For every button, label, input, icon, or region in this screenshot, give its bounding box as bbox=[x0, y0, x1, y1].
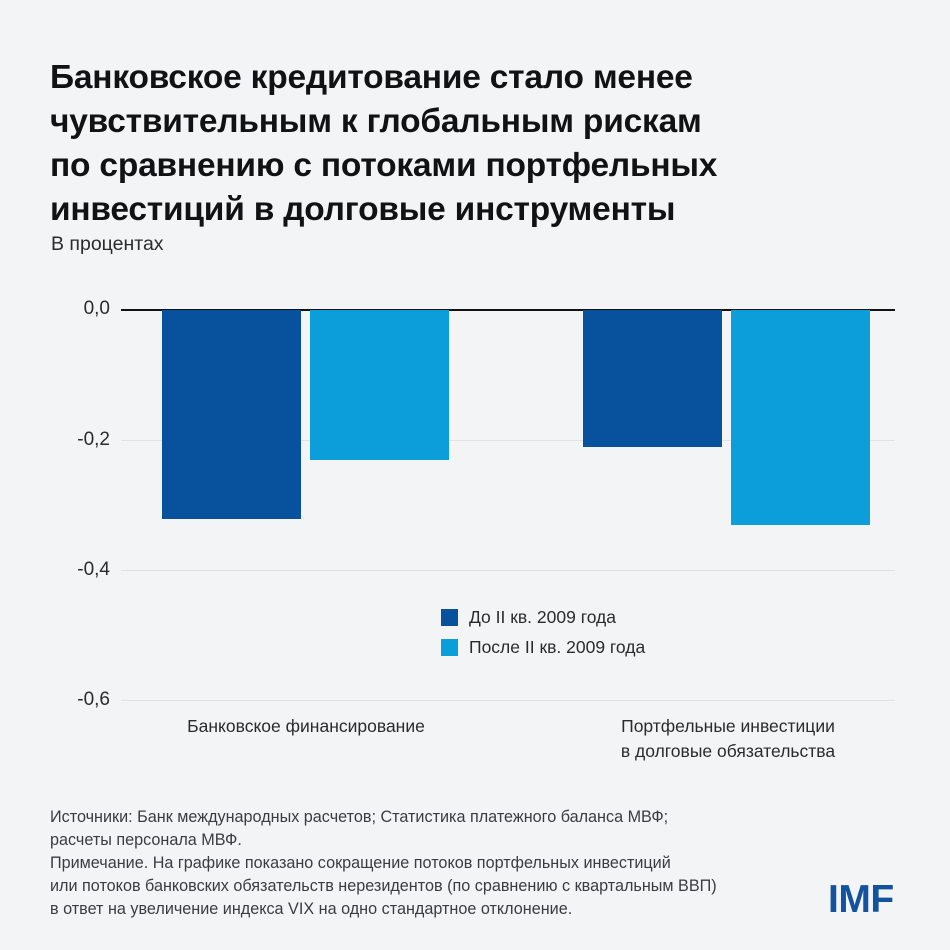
y-axis-tick-2: -0,4 bbox=[77, 559, 110, 580]
imf-logo: IMF bbox=[828, 878, 894, 921]
legend-item-after-2009[interactable]: После II кв. 2009 года bbox=[441, 632, 645, 662]
gridline-minus-0-4 bbox=[121, 570, 895, 571]
y-axis-tick-0: 0,0 bbox=[83, 298, 110, 319]
y-axis-tick-1: -0,2 bbox=[77, 429, 110, 450]
bar-portfolio-before-2009 bbox=[583, 310, 722, 447]
legend-swatch-after-2009 bbox=[441, 638, 458, 656]
bar-portfolio-after-2009 bbox=[731, 310, 870, 526]
bar-banking-after-2009 bbox=[310, 310, 449, 460]
x-axis-category-banking: Банковское финансирование bbox=[187, 716, 425, 736]
legend-label-before-2009: До II кв. 2009 года bbox=[469, 606, 616, 627]
gridline-minus-0-2 bbox=[121, 440, 895, 441]
footer-sources: Источники: Банк международных расчетов; … bbox=[50, 808, 669, 849]
y-axis-tick-3: -0,6 bbox=[77, 689, 110, 710]
legend-label-after-2009: После II кв. 2009 года bbox=[469, 636, 646, 657]
chart-subtitle: В процентах bbox=[51, 233, 164, 255]
legend-item-before-2009[interactable]: До II кв. 2009 года bbox=[441, 602, 645, 632]
bar-banking-before-2009 bbox=[162, 310, 301, 519]
gridline-zero bbox=[121, 309, 895, 311]
footer-note: Примечание. На графике показано сокращен… bbox=[50, 854, 717, 918]
chart-footer: Источники: Банк международных расчетов; … bbox=[50, 806, 840, 921]
chart-legend: До II кв. 2009 года После II кв. 2009 го… bbox=[441, 602, 645, 662]
legend-swatch-before-2009 bbox=[441, 608, 458, 626]
page-title: Банковское кредитование стало менее чувс… bbox=[50, 59, 718, 229]
x-axis-category-portfolio: Портфельные инвестиции в долговые обязат… bbox=[620, 716, 836, 761]
gridline-minus-0-6 bbox=[121, 700, 895, 701]
